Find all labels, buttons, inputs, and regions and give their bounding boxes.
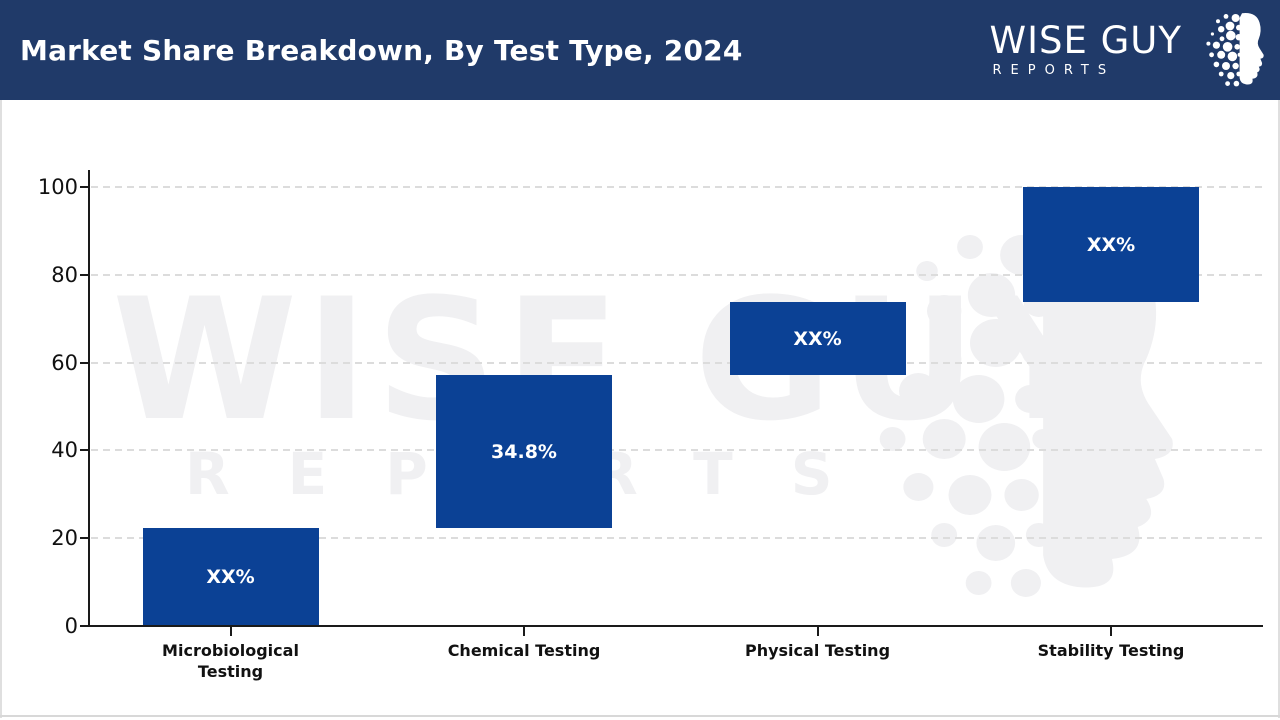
gridline-y20 bbox=[91, 537, 1263, 540]
y-axis-tick-mark bbox=[80, 537, 89, 540]
bar-value-label: XX% bbox=[1086, 233, 1136, 256]
gridline-y40 bbox=[91, 449, 1263, 452]
y-axis-tick-mark bbox=[80, 449, 89, 452]
y-axis-tick-label: 20 bbox=[51, 526, 78, 551]
bar-segment: XX% bbox=[142, 528, 319, 626]
bar-value-label: 34.8% bbox=[491, 440, 557, 463]
gridline-y100 bbox=[91, 186, 1263, 188]
x-axis-category-label: Chemical Testing bbox=[447, 641, 601, 660]
x-axis-category-label: Microbiological Testing bbox=[162, 641, 299, 681]
logo-wordmark: WISE GUY bbox=[989, 19, 1182, 62]
header-bar: Market Share Breakdown, By Test Type, 20… bbox=[0, 0, 1280, 100]
bar-segment: XX% bbox=[1023, 187, 1199, 303]
left-edge-line bbox=[0, 100, 2, 718]
bar-value-label: XX% bbox=[206, 566, 255, 589]
bar-value-label: XX% bbox=[793, 327, 842, 350]
gridline-y80 bbox=[91, 273, 1263, 276]
wise-guy-reports-logo: WISE GUY REPORTS bbox=[990, 7, 1266, 93]
dotted-face-logo-icon bbox=[1206, 13, 1264, 87]
x-axis-tick-mark bbox=[1110, 627, 1112, 636]
gridline-y60 bbox=[91, 361, 1263, 364]
bottom-edge-line bbox=[0, 715, 1280, 717]
x-axis-line bbox=[88, 625, 1263, 627]
y-axis-line bbox=[88, 170, 90, 627]
x-axis-tick-mark bbox=[816, 627, 819, 636]
logo-subtitle: REPORTS bbox=[992, 63, 1116, 78]
x-axis-category-label: Physical Testing bbox=[744, 641, 891, 660]
y-axis-tick-mark bbox=[80, 625, 89, 627]
bar-segment: 34.8% bbox=[436, 375, 612, 529]
x-axis-tick-mark bbox=[523, 627, 525, 636]
x-axis-category-label: Stability Testing bbox=[1037, 641, 1185, 660]
y-axis-tick-mark bbox=[80, 186, 89, 188]
chart-title: Market Share Breakdown, By Test Type, 20… bbox=[20, 33, 743, 67]
y-axis-tick-label: 60 bbox=[51, 350, 78, 375]
logo-text: WISE GUY REPORTS bbox=[990, 22, 1182, 78]
y-axis-tick-label: 40 bbox=[51, 438, 78, 463]
bar-segment: XX% bbox=[729, 302, 906, 376]
y-axis-tick-mark bbox=[80, 361, 89, 364]
y-axis-tick-label: 100 bbox=[37, 175, 78, 199]
y-axis-tick-label: 0 bbox=[64, 614, 78, 638]
x-axis-tick-mark bbox=[229, 627, 232, 636]
right-edge-line bbox=[1278, 100, 1280, 718]
y-axis-tick-mark bbox=[80, 273, 89, 276]
y-axis-tick-label: 80 bbox=[51, 262, 78, 287]
